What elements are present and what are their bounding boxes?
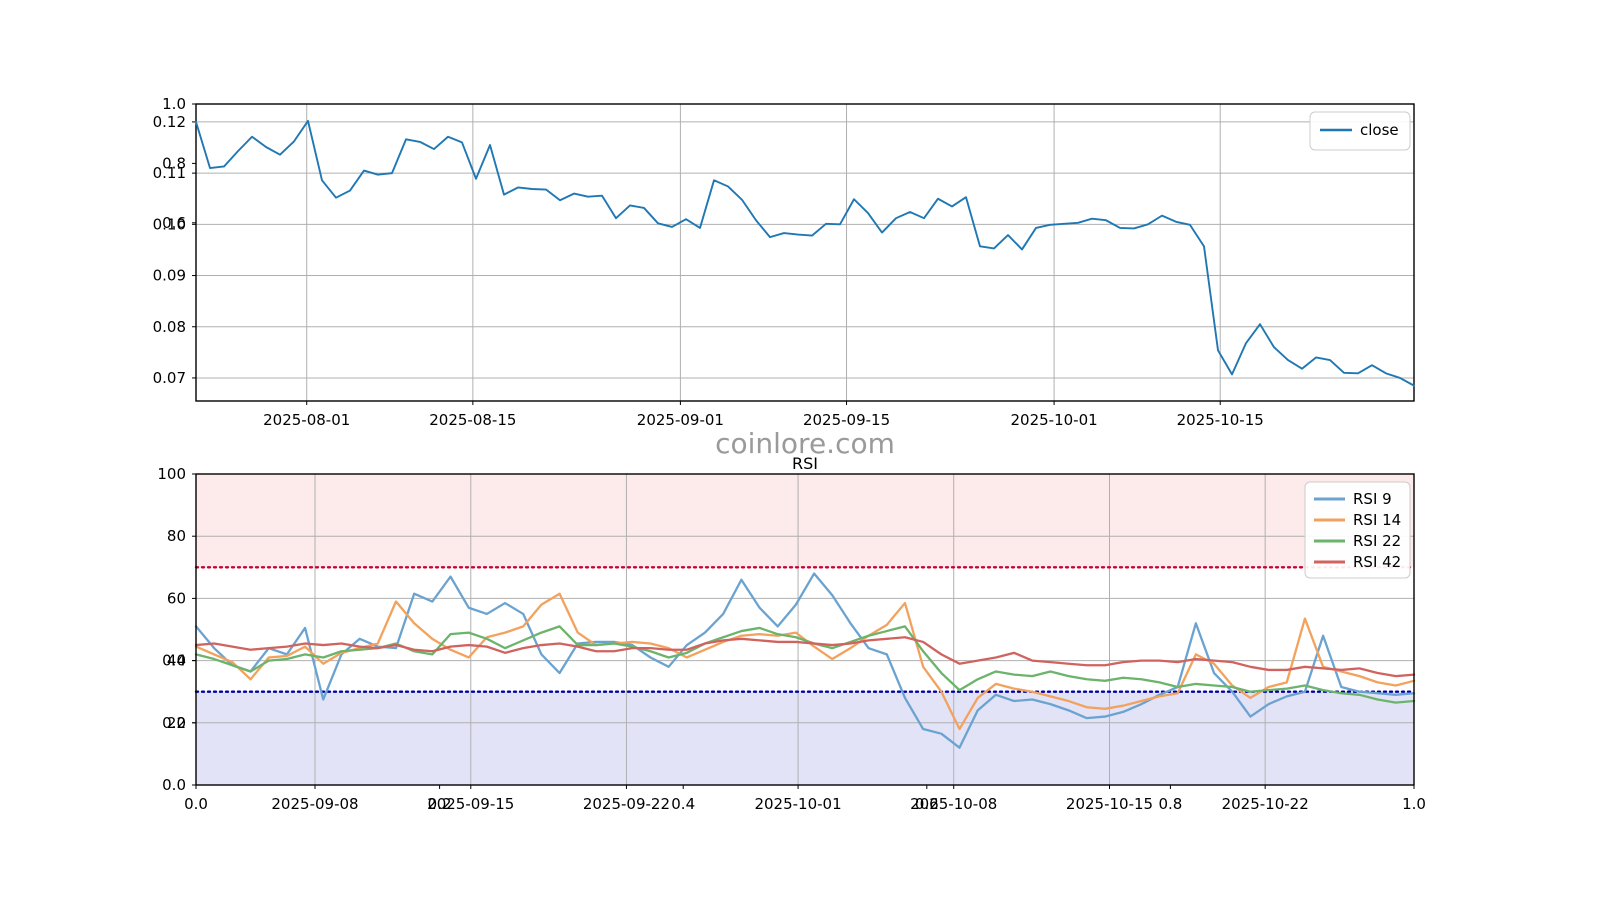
rsi-plot-frame: [195, 473, 1415, 786]
rsi-secondary-xtick-label: 0.4: [671, 795, 695, 813]
rsi-ytick-label: 20: [167, 714, 186, 732]
price-ytick-label: 0.10: [153, 215, 186, 233]
price-xtick-label: 2025-08-01: [263, 411, 350, 429]
price-xtick-label: 2025-10-01: [1010, 411, 1097, 429]
price-secondary-ytick-label: 1.0: [162, 95, 186, 113]
rsi-legend[interactable]: RSI 9 RSI 14 RSI 22 RSI 42: [1304, 481, 1411, 579]
rsi-xtick-label: 2025-10-08: [910, 795, 997, 813]
rsi-secondary-xtick-label: 0.6: [915, 795, 939, 813]
rsi-oversold-band: [196, 691, 1414, 785]
price-ytick-label: 0.08: [153, 318, 186, 336]
rsi-xtick-label: 2025-09-22: [583, 795, 670, 813]
rsi-secondary-xtick-label: 1.0: [1402, 795, 1426, 813]
rsi-legend-label: RSI 22: [1353, 532, 1401, 550]
price-series-close: [195, 119, 1415, 387]
rsi-xtick-label: 2025-10-22: [1222, 795, 1309, 813]
rsi-xtick-label: 2025-09-08: [271, 795, 358, 813]
price-plot-frame: [195, 103, 1415, 402]
rsi-secondary-xtick-label: 0.2: [428, 795, 452, 813]
price-ytick-label: 0.07: [153, 369, 186, 387]
price-xtick-label: 2025-08-15: [429, 411, 516, 429]
watermark-label: coinlore.com: [715, 427, 895, 460]
price-chart-panel: 0.07 0.08 0.09 0.10 0.11 0.12 0.6 0.8 1.0 2025-08…: [153, 95, 1415, 429]
rsi-series-rsi-42: [194, 636, 1416, 678]
rsi-secondary-xtick-label: 0.8: [1158, 795, 1182, 813]
price-plot-background: [196, 104, 1414, 401]
rsi-ytick-label: 60: [167, 589, 186, 607]
price-xtick-label: 2025-09-01: [637, 411, 724, 429]
rsi-chart-panel: 20 40 60 80 100 0.0 0.2 0.4 2025-09-08 2025-09-15…: [157, 465, 1426, 813]
price-xtick-label: 2025-10-15: [1177, 411, 1264, 429]
rsi-xtick-label: 2025-10-15: [1066, 795, 1153, 813]
price-ytick-label: 0.12: [153, 113, 186, 131]
rsi-secondary-ytick-label: 0.0: [162, 776, 186, 794]
rsi-secondary-ytick-label: 0.2: [162, 714, 186, 732]
rsi-legend-box: [1304, 481, 1411, 579]
rsi-secondary-ytick-label: 0.4: [162, 652, 186, 670]
price-legend-label: close: [1360, 121, 1399, 139]
rsi-legend-label: RSI 9: [1353, 490, 1392, 508]
price-secondary-ytick-label: 0.8: [162, 154, 186, 172]
rsi-series-rsi-9: [194, 572, 1416, 749]
price-ytick-label: 0.09: [153, 267, 186, 285]
rsi-legend-label: RSI 14: [1353, 511, 1401, 529]
rsi-secondary-xtick-label: 0.0: [184, 795, 208, 813]
rsi-panel-title: RSI: [792, 454, 818, 473]
rsi-ytick-label: 100: [157, 465, 186, 483]
price-ytick-label: 0.11: [153, 164, 186, 182]
price-legend[interactable]: close: [1309, 111, 1411, 151]
rsi-ytick-label: 40: [167, 652, 186, 670]
rsi-ytick-label: 80: [167, 527, 186, 545]
rsi-xtick-label: 2025-09-15: [427, 795, 514, 813]
price-xtick-label: 2025-09-15: [803, 411, 890, 429]
price-legend-box: [1309, 111, 1411, 151]
price-secondary-ytick-label: 0.6: [162, 214, 186, 232]
rsi-overbought-band: [196, 474, 1414, 568]
rsi-xtick-label: 2025-10-01: [754, 795, 841, 813]
rsi-legend-label: RSI 42: [1353, 553, 1401, 571]
